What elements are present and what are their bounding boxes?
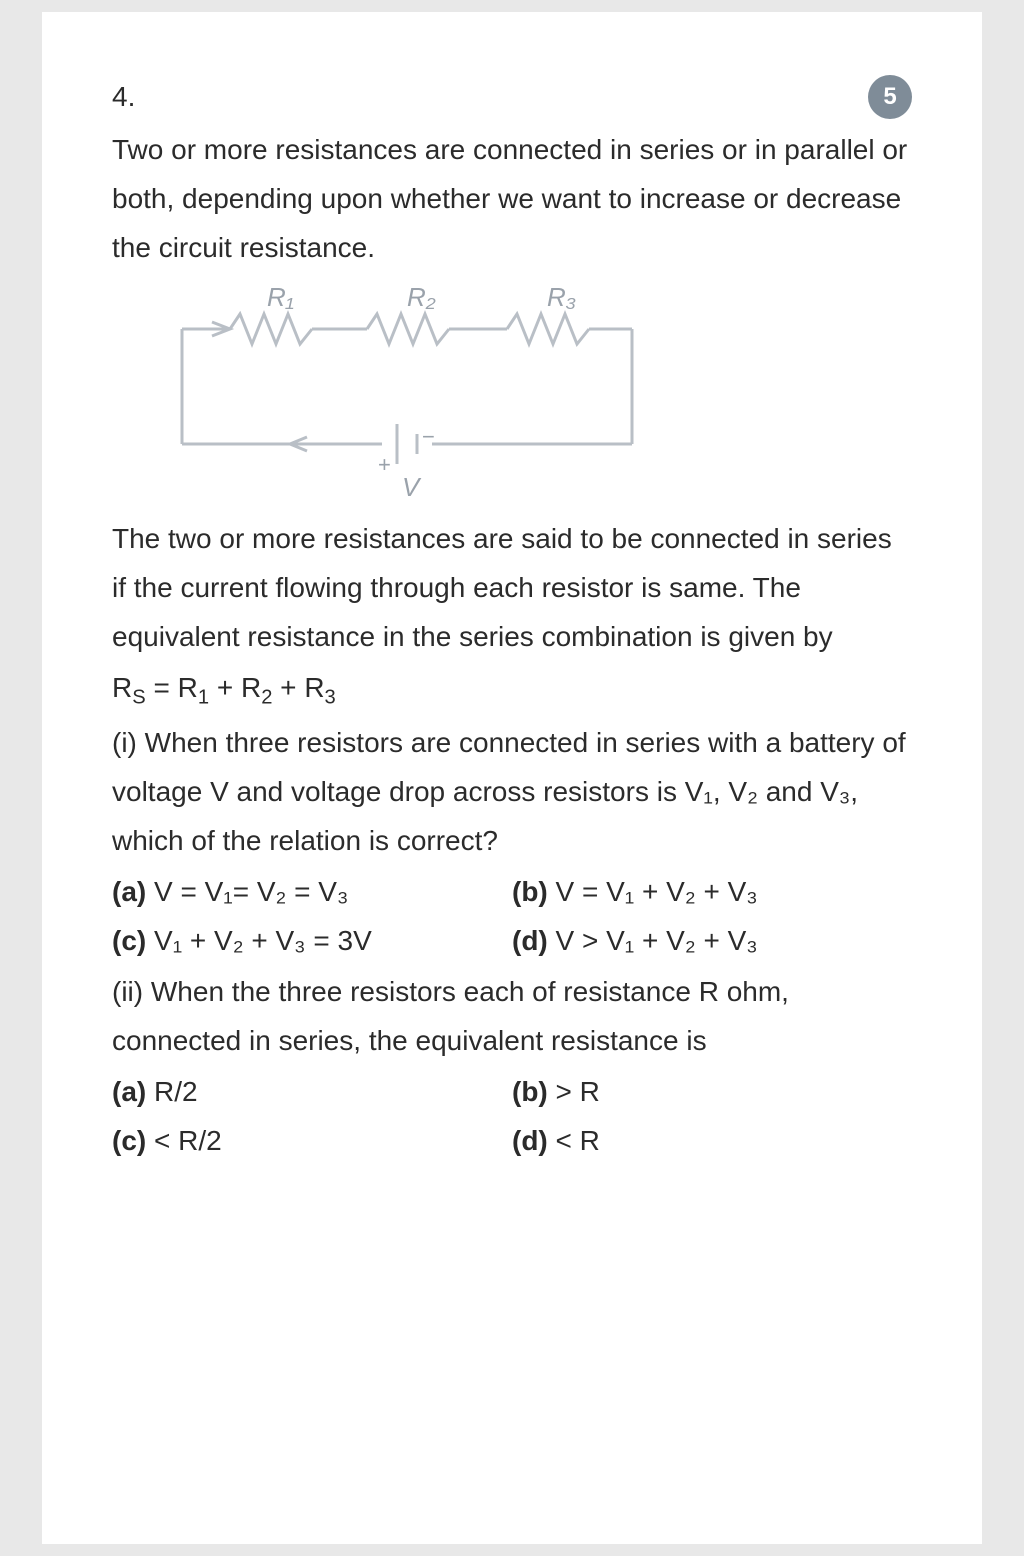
marks-badge: 5 xyxy=(868,75,912,119)
option-ii-a[interactable]: (a) R/2 xyxy=(112,1067,512,1116)
formula-s1: 1 xyxy=(198,687,209,709)
option-label: (c) xyxy=(112,1125,146,1156)
question-intro: Two or more resistances are connected in… xyxy=(112,125,912,272)
option-i-b[interactable]: (b) V = V₁ + V₂ + V₃ xyxy=(512,867,912,916)
label-r2: R₂ xyxy=(407,284,436,312)
series-formula: RS = R1 + R2 + R3 xyxy=(112,663,912,716)
option-text: > R xyxy=(548,1076,600,1107)
option-label: (c) xyxy=(112,925,146,956)
formula-s2: 2 xyxy=(261,687,272,709)
question-number: 4. xyxy=(112,72,135,121)
option-label: (b) xyxy=(512,1076,548,1107)
label-v: V xyxy=(402,472,422,502)
option-text: V > V₁ + V₂ + V₃ xyxy=(548,925,758,956)
option-text: R/2 xyxy=(146,1076,197,1107)
circuit-diagram: R₁ R₂ R₃ xyxy=(152,284,912,504)
option-text: V = V₁= V₂ = V₃ xyxy=(146,876,348,907)
option-text: < R xyxy=(548,1125,600,1156)
option-ii-c[interactable]: (c) < R/2 xyxy=(112,1116,512,1165)
part-ii-options: (a) R/2 (b) > R (c) < R/2 (d) < R xyxy=(112,1067,912,1165)
battery-minus: − xyxy=(422,424,435,449)
top-wire xyxy=(182,314,632,344)
battery-plus: + xyxy=(378,452,391,477)
part-i-prompt: (i) When three resistors are connected i… xyxy=(112,718,912,865)
option-label: (a) xyxy=(112,1076,146,1107)
formula-lhs: R xyxy=(112,672,132,703)
formula-lhs-sub: S xyxy=(132,687,145,709)
option-text: V₁ + V₂ + V₃ = 3V xyxy=(146,925,372,956)
option-text: < R/2 xyxy=(146,1125,221,1156)
label-r1: R₁ xyxy=(267,284,294,312)
option-i-c[interactable]: (c) V₁ + V₂ + V₃ = 3V xyxy=(112,916,512,965)
formula-p2: + R xyxy=(209,672,261,703)
battery xyxy=(397,424,417,464)
part-ii-prompt: (ii) When the three resistors each of re… xyxy=(112,967,912,1065)
question-header: 4. 5 xyxy=(112,72,912,121)
option-label: (d) xyxy=(512,925,548,956)
option-label: (b) xyxy=(512,876,548,907)
option-ii-b[interactable]: (b) > R xyxy=(512,1067,912,1116)
formula-p3: + R xyxy=(272,672,324,703)
series-explanation: The two or more resistances are said to … xyxy=(112,514,912,661)
option-label: (a) xyxy=(112,876,146,907)
part-i-options: (a) V = V₁= V₂ = V₃ (b) V = V₁ + V₂ + V₃… xyxy=(112,867,912,965)
option-i-d[interactable]: (d) V > V₁ + V₂ + V₃ xyxy=(512,916,912,965)
option-text: V = V₁ + V₂ + V₃ xyxy=(548,876,758,907)
option-label: (d) xyxy=(512,1125,548,1156)
formula-s3: 3 xyxy=(325,687,336,709)
option-ii-d[interactable]: (d) < R xyxy=(512,1116,912,1165)
page: 4. 5 Two or more resistances are connect… xyxy=(42,12,982,1544)
option-i-a[interactable]: (a) V = V₁= V₂ = V₃ xyxy=(112,867,512,916)
formula-eq: = R xyxy=(146,672,198,703)
label-r3: R₃ xyxy=(547,284,576,312)
frame-wires xyxy=(182,329,632,451)
